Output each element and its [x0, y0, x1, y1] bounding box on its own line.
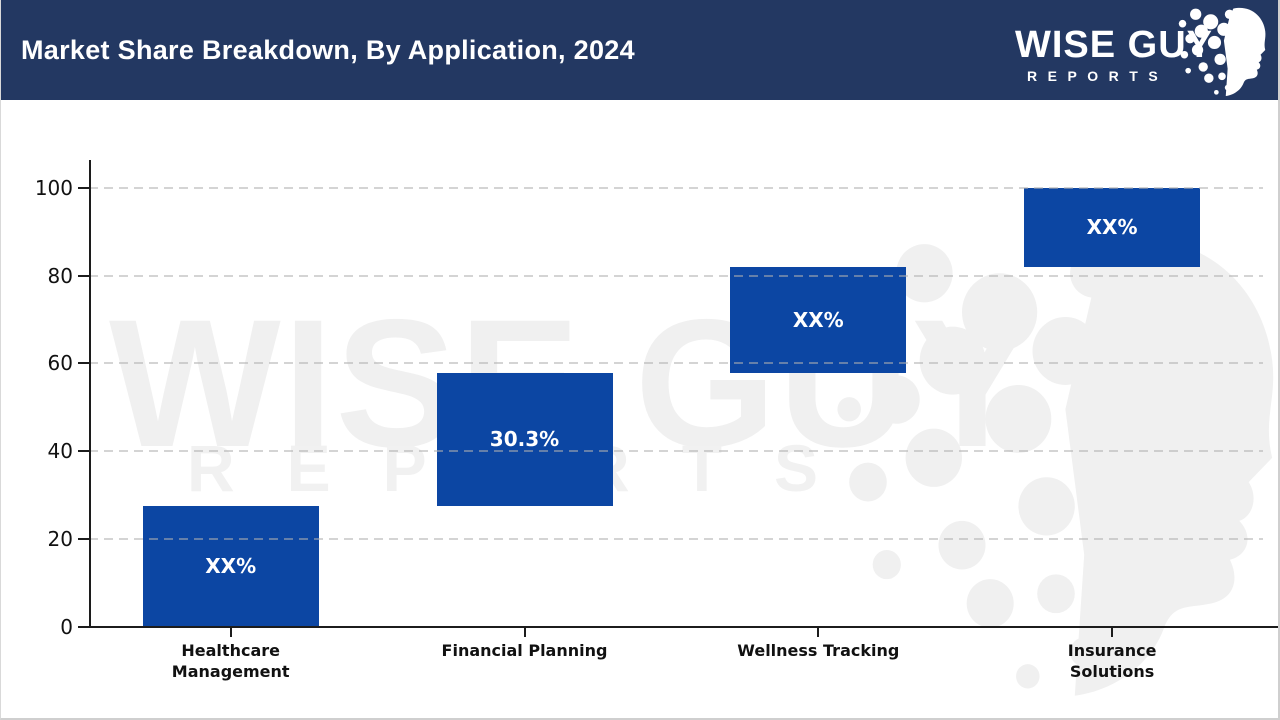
y-tick-mark-40: [78, 450, 89, 453]
x-tick-mark: [1111, 628, 1114, 637]
y-tick-label-0: 0: [60, 614, 73, 639]
bar-value-label: 30.3%: [489, 427, 560, 452]
chart-title: Market Share Breakdown, By Application, …: [21, 34, 635, 65]
y-tick-mark-20: [78, 537, 89, 540]
x-tick-mark: [523, 628, 526, 637]
gridline-60: [89, 362, 1263, 365]
category-label: Wellness Tracking: [737, 641, 900, 660]
y-tick-label-80: 80: [47, 263, 73, 288]
bar-segment: XX%: [142, 505, 319, 627]
bar-value-label: XX%: [1086, 215, 1138, 240]
x-axis-line: [89, 626, 1278, 628]
y-tick-label-20: 20: [47, 526, 73, 551]
bar-segment: XX%: [1024, 188, 1201, 267]
bar-segment: 30.3%: [436, 373, 613, 506]
logo-subtitle: REPORTS: [1027, 68, 1168, 84]
category-label: Insurance Solutions: [1067, 641, 1157, 681]
y-axis-line: [89, 160, 91, 628]
y-tick-mark-80: [78, 274, 89, 277]
gridline-20: [89, 537, 1263, 540]
chart-area: WISE GUY REPORTS XX%30.3%XX%XX% 02040608…: [1, 100, 1278, 718]
y-tick-mark-0: [78, 625, 89, 628]
y-tick-label-40: 40: [47, 439, 73, 464]
wiseguy-logo: WISE GUY REPORTS: [1013, 0, 1275, 100]
y-tick-mark-100: [78, 187, 89, 189]
y-tick-label-60: 60: [47, 351, 73, 376]
wiseguy-logo-graphic: WISE GUY REPORTS: [1015, 7, 1266, 97]
bar-value-label: XX%: [205, 554, 257, 579]
category-label: Healthcare Management: [171, 641, 290, 681]
y-tick-label-100: 100: [34, 176, 73, 200]
gridline-80: [89, 274, 1263, 277]
logo-wordmark: WISE GUY: [1015, 24, 1213, 66]
x-tick-mark: [229, 628, 232, 637]
report-header: Market Share Breakdown, By Application, …: [1, 0, 1278, 100]
bar-segment: XX%: [730, 266, 907, 374]
bar-value-label: XX%: [792, 307, 844, 332]
gridline-100: [89, 187, 1263, 189]
gridline-40: [89, 450, 1263, 453]
category-label: Financial Planning: [441, 641, 608, 660]
x-tick-mark: [817, 628, 820, 637]
y-tick-mark-60: [78, 362, 89, 365]
